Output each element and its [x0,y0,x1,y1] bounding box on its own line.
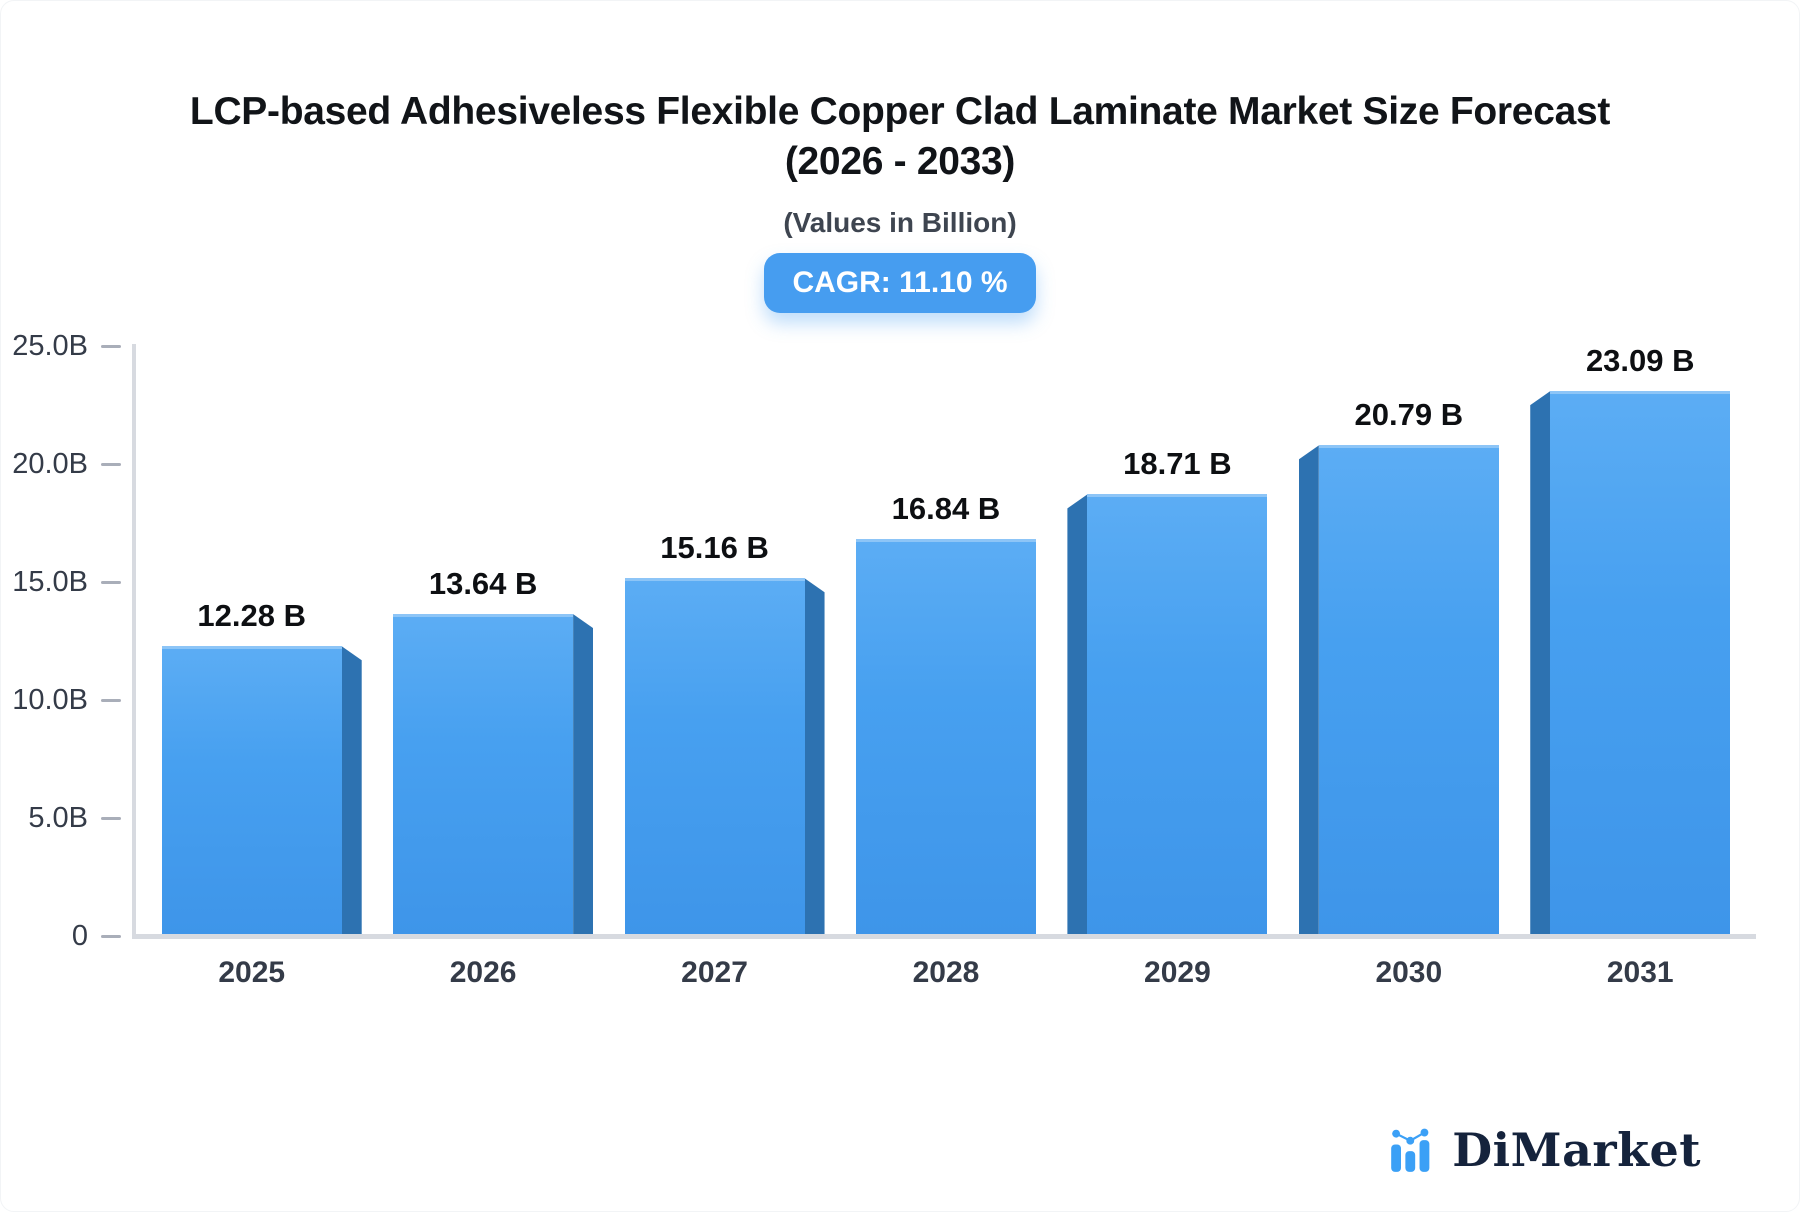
y-tick-10.0B: 10.0B [12,683,121,716]
x-tick-label-2025: 2025 [218,956,286,989]
bar-value-label: 13.64 B [428,566,538,602]
bar-value-label: 16.84 B [891,490,1001,526]
brand-name: DiMarket [1452,1123,1701,1177]
chart-header: LCP-based Adhesiveless Flexible Copper C… [1,1,1799,313]
bar-value-label: 23.09 B [1585,343,1695,379]
y-tick-mark [101,816,121,820]
bar-slot-2025: 12.28 B 2025 [136,346,367,989]
x-axis-line [132,934,1756,939]
bar-value-label: 20.79 B [1354,397,1464,433]
y-tick-15.0B: 15.0B [12,565,121,598]
bar-value-label: 12.28 B [197,598,306,634]
x-tick-label-2031: 2031 [1606,956,1674,989]
y-tick-0: 0 [71,919,121,952]
bar-3d-side [1298,445,1319,936]
y-axis: 0 5.0B 10.0B 15.0B 20.0B 25.0B [1,330,121,952]
bar-top-highlight [1087,494,1268,498]
bar-slot-2029: 18.71 B 2029 [1062,346,1293,989]
y-tick-label: 10.0B [12,683,88,716]
bars-container: 12.28 B 2025 13.64 B 2026 15.16 B 2027 16.84 B… [136,343,1756,989]
y-tick-mark [101,344,121,348]
bar-2030: 20.79 B [1298,397,1499,936]
y-tick-25.0B: 25.0B [12,329,121,362]
bar-value-label: 15.16 B [660,530,769,566]
dimarket-bars-logo-icon [1391,1128,1430,1172]
y-tick-label: 0 [71,919,88,952]
bar-value-label: 18.71 B [1123,446,1232,482]
x-tick-label-2030: 2030 [1375,956,1443,989]
y-tick-mark [101,462,121,466]
cagr-badge: CAGR: 11.10 % [764,253,1036,313]
bar-3d-side [1530,391,1551,936]
page-title-line1: LCP-based Adhesiveless Flexible Copper C… [189,90,1611,133]
plot-area: 12.28 B 2025 13.64 B 2026 15.16 B 2027 16.84 B… [132,343,1756,989]
bar-3d-side [573,614,594,936]
y-tick-20.0B: 20.0B [12,447,121,480]
y-tick-label: 5.0B [28,801,88,834]
bar-top-highlight [393,614,574,618]
page-title-line2: (2026 - 2033) [784,140,1016,183]
x-tick-label-2028: 2028 [912,956,980,989]
bar-slot-2030: 20.79 B 2030 [1293,346,1524,989]
cagr-badge-wrap: CAGR: 11.10 % [1,253,1799,313]
bar-top-highlight [1318,445,1499,449]
y-tick-label: 20.0B [12,447,88,480]
y-tick-5.0B: 5.0B [28,801,121,834]
y-tick-label: 25.0B [12,329,88,362]
bar-2028: 16.84 B [855,491,1036,936]
chart-subtitle: (Values in Billion) [783,207,1017,238]
bar-top-highlight [855,538,1036,542]
bar-2027: 15.16 B [624,530,825,936]
bar-top-highlight [624,578,805,582]
x-tick-label-2029: 2029 [1144,956,1211,989]
bar-2025: 12.28 B [161,598,362,936]
y-tick-mark [101,580,121,584]
y-tick-label: 15.0B [12,565,88,598]
bar-top-highlight [1550,391,1731,395]
bar-2026: 13.64 B [393,566,594,936]
bar-top-highlight [161,646,342,650]
bar-3d-side [804,578,825,936]
y-axis-line [132,344,136,938]
x-tick-label-2026: 2026 [449,956,517,989]
bar-slot-2031: 23.09 B 2031 [1525,343,1756,989]
y-tick-mark [101,698,121,702]
y-tick-mark [101,934,121,938]
bar-slot-2028: 16.84 B 2028 [830,346,1061,989]
bar-slot-2026: 13.64 B 2026 [367,346,598,989]
bar-2031: 23.09 B [1530,343,1731,936]
x-tick-label-2027: 2027 [681,956,748,989]
brand-logo: DiMarket [1389,1123,1701,1177]
bar-chart: 0 5.0B 10.0B 15.0B 20.0B 25.0B 12.28 B 2025 13.… [1,330,1799,1026]
bar-3d-side [1067,494,1088,936]
bar-slot-2027: 15.16 B 2027 [599,346,830,989]
bar-3d-side [341,646,362,936]
bar-2029: 18.71 B [1067,446,1268,936]
